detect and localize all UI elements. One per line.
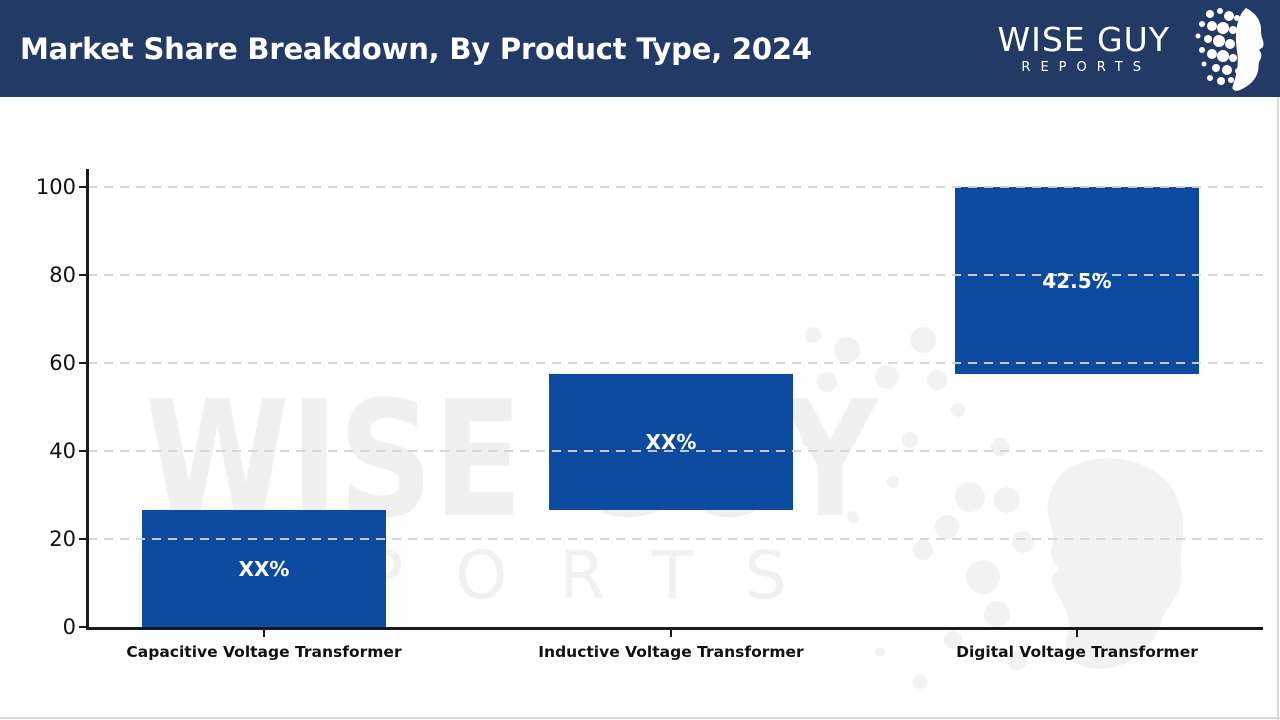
bar-value-label: 42.5% (1042, 268, 1112, 293)
chart-area: WISE GUY REPORTS XX% XX% 42.5% 0 20 40 60 80 100… (0, 97, 1280, 720)
y-tick-label: 80 (49, 263, 76, 287)
bar (955, 187, 1199, 374)
gridline (88, 274, 1263, 276)
y-tick-label: 100 (35, 175, 76, 199)
x-tick (1076, 629, 1078, 637)
page-title: Market Share Breakdown, By Product Type,… (20, 31, 812, 66)
logo-wordmark-line2: REPORTS (1021, 60, 1152, 75)
bar-value-label: XX% (238, 556, 290, 581)
y-tick (79, 626, 86, 628)
x-category-label: Capacitive Voltage Transformer (126, 643, 402, 661)
gridline (88, 362, 1263, 364)
gridline (88, 186, 1263, 188)
x-category-label: Inductive Voltage Transformer (538, 643, 804, 661)
logo-wordmark: WISE GUY REPORTS (997, 23, 1170, 74)
x-tick (263, 629, 265, 637)
x-axis (86, 627, 1263, 630)
logo-head-icon (1195, 7, 1264, 91)
y-tick (79, 362, 86, 364)
gridline (88, 538, 1263, 540)
y-tick-label: 40 (49, 439, 76, 463)
logo-wordmark-line1: WISE GUY (997, 20, 1170, 59)
gridline (88, 450, 1263, 452)
y-tick-label: 0 (62, 615, 76, 639)
y-tick (79, 274, 86, 276)
bar (142, 510, 386, 627)
y-tick-label: 20 (49, 527, 76, 551)
brand-logo: WISE GUY REPORTS (997, 6, 1266, 92)
y-tick (79, 538, 86, 540)
page-right-border (1277, 97, 1279, 720)
page-bottom-border (0, 717, 1280, 719)
bar (549, 374, 793, 511)
header-bar: Market Share Breakdown, By Product Type,… (0, 0, 1280, 97)
bar-value-label: XX% (645, 430, 697, 455)
x-category-label: Digital Voltage Transformer (956, 643, 1198, 661)
x-tick (670, 629, 672, 637)
y-axis (86, 169, 89, 630)
y-tick (79, 186, 86, 188)
y-tick-label: 60 (49, 351, 76, 375)
y-tick (79, 450, 86, 452)
